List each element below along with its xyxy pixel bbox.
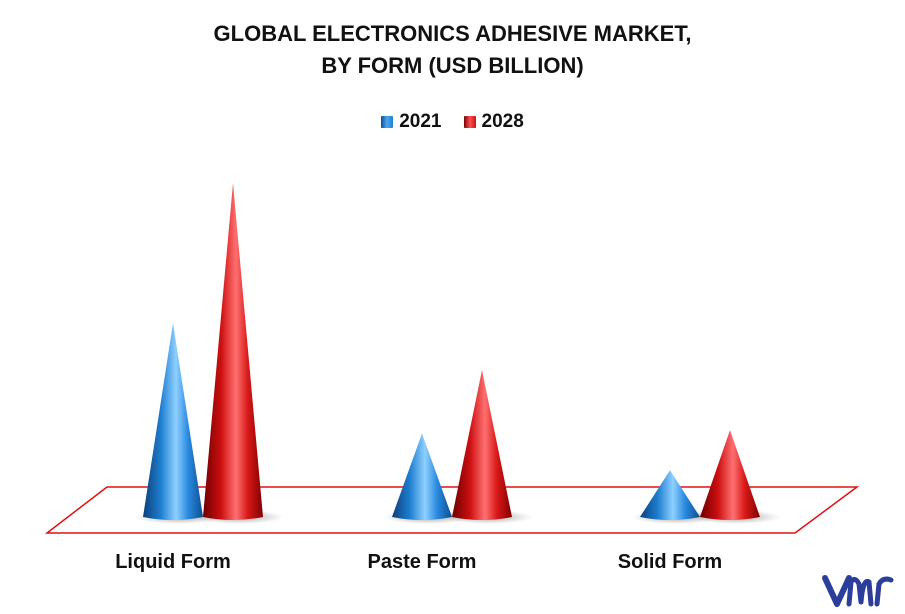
- chart-title-line-1: GLOBAL ELECTRONICS ADHESIVE MARKET,: [213, 21, 692, 46]
- cone-2028-solid-form: [700, 430, 760, 520]
- cone-2028-paste-form: [452, 370, 512, 520]
- legend-label-2021: 2021: [399, 111, 442, 132]
- chart-title-line-2: BY FORM (USD BILLION): [321, 53, 584, 78]
- legend-swatch-2021: [381, 116, 394, 128]
- legend-item-2021: 2021: [381, 111, 442, 133]
- legend: 2021 2028: [0, 111, 905, 133]
- legend-label-2028: 2028: [481, 111, 524, 132]
- category-label: Paste Form: [368, 551, 477, 573]
- legend-item-2028: 2028: [463, 111, 524, 133]
- chart-marks: [135, 183, 780, 524]
- cone-2021-solid-form: [640, 470, 700, 520]
- category-labels: Liquid Form Paste Form Solid Form: [115, 551, 722, 573]
- cone-2021-paste-form: [392, 433, 452, 520]
- cone-2021-liquid-form: [143, 323, 203, 520]
- category-label: Solid Form: [618, 551, 722, 573]
- chart-title: GLOBAL ELECTRONICS ADHESIVE MARKET, BY F…: [0, 18, 905, 82]
- legend-swatch-2028: [463, 116, 476, 128]
- cone-2028-liquid-form: [203, 183, 263, 520]
- vmr-logo-icon: [822, 575, 894, 607]
- category-label: Liquid Form: [115, 551, 231, 573]
